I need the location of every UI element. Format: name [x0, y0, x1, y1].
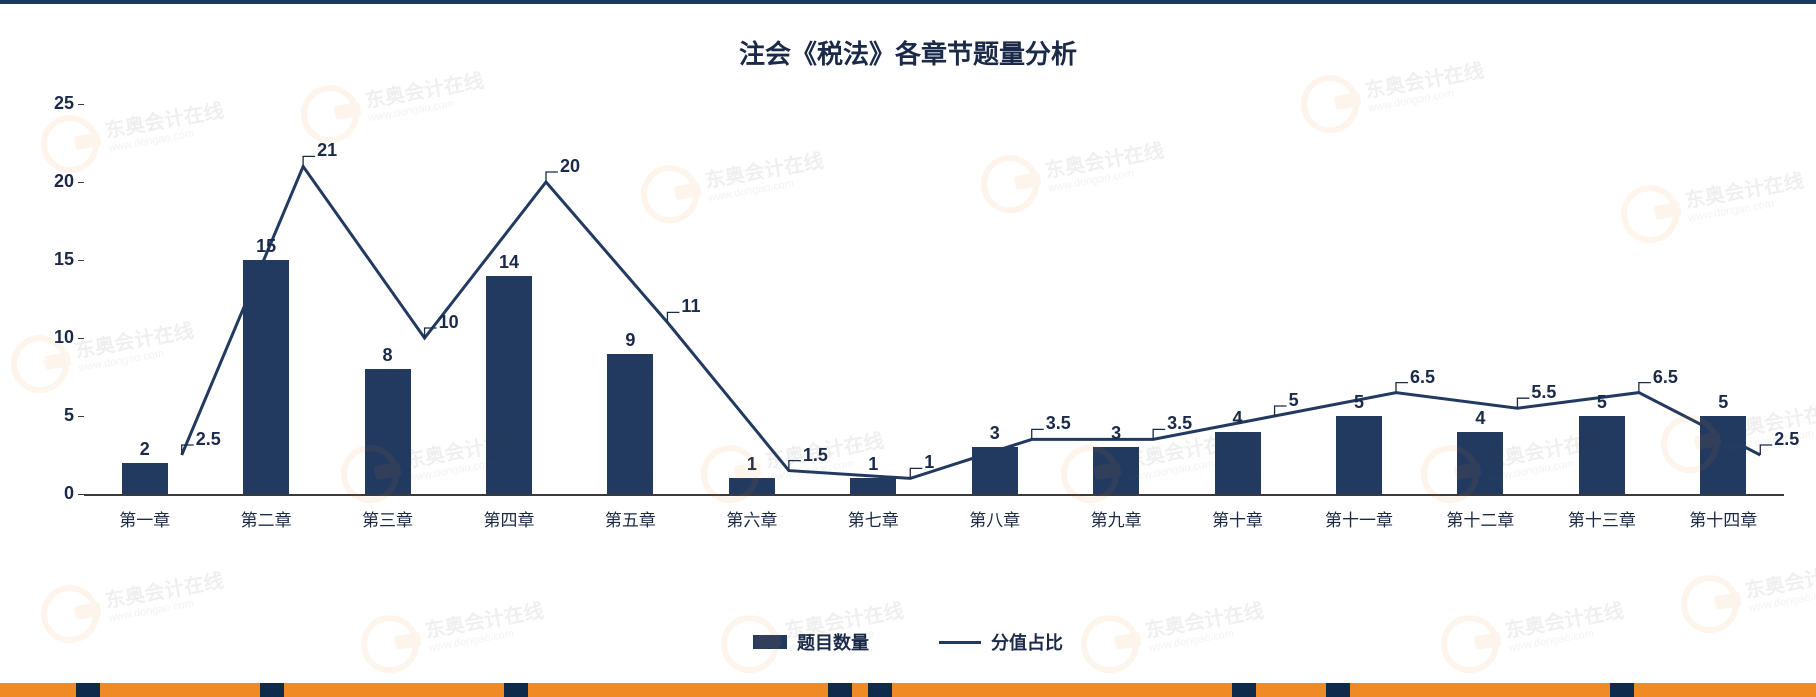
x-tick-label: 第五章 [575, 506, 685, 531]
bar-value-label: 3 [965, 423, 1025, 444]
chart-title: 注会《税法》各章节题量分析 [0, 34, 1816, 71]
x-tick-label: 第七章 [818, 506, 928, 531]
line-value-label: 5 [1289, 390, 1299, 411]
y-tick-mark [78, 416, 84, 417]
footer-segment [852, 683, 868, 697]
chart-frame: 注会《税法》各章节题量分析 05101520252第一章15第二章8第三章14第… [0, 0, 1816, 697]
footer-segment [868, 683, 892, 697]
bar-value-label: 9 [600, 330, 660, 351]
footer-segment [528, 683, 828, 697]
x-tick-label: 第四章 [454, 506, 564, 531]
bar [1215, 432, 1261, 494]
x-tick-label: 第十二章 [1425, 506, 1535, 531]
legend: 题目数量 分值占比 [0, 629, 1816, 655]
x-tick-label: 第十四章 [1668, 506, 1778, 531]
y-tick-label: 0 [34, 483, 74, 504]
y-tick-mark [78, 494, 84, 495]
y-tick-mark [78, 104, 84, 105]
bar [972, 447, 1018, 494]
line-value-label: 3.5 [1167, 413, 1192, 434]
footer-segment [284, 683, 504, 697]
x-tick-label: 第九章 [1061, 506, 1171, 531]
line-value-label: 11 [681, 296, 700, 317]
x-tick-label: 第十一章 [1304, 506, 1414, 531]
bar-value-label: 1 [722, 454, 782, 475]
bar-value-label: 8 [358, 345, 418, 366]
line-value-label: 1 [924, 452, 934, 473]
y-tick-label: 25 [34, 93, 74, 114]
bar-value-label: 1 [843, 454, 903, 475]
legend-item: 分值占比 [939, 629, 1063, 655]
bar [607, 354, 653, 494]
bar [1579, 416, 1625, 494]
bar-value-label: 14 [479, 252, 539, 273]
bar-value-label: 5 [1693, 392, 1753, 413]
line-value-label: 2.5 [1774, 429, 1799, 450]
bar [1336, 416, 1382, 494]
bar [850, 478, 896, 494]
footer-segment [1256, 683, 1326, 697]
footer-segment [1232, 683, 1256, 697]
footer-segment [892, 683, 1232, 697]
y-tick-label: 5 [34, 405, 74, 426]
bar-value-label: 4 [1450, 408, 1510, 429]
y-tick-label: 15 [34, 249, 74, 270]
bar-value-label: 5 [1329, 392, 1389, 413]
x-axis [84, 494, 1784, 496]
line-value-label: 20 [560, 156, 580, 177]
bar [243, 260, 289, 494]
bar [122, 463, 168, 494]
y-tick-mark [78, 260, 84, 261]
legend-label: 题目数量 [797, 629, 869, 655]
x-tick-label: 第六章 [697, 506, 807, 531]
legend-swatch-bar [753, 635, 787, 649]
line-value-label: 6.5 [1653, 367, 1678, 388]
watermark: 东奥会计在线www.dongao.com [1676, 548, 1816, 637]
line-value-label: 2.5 [196, 429, 221, 450]
bar-value-label: 15 [236, 236, 296, 257]
y-tick-mark [78, 182, 84, 183]
x-tick-label: 第二章 [211, 506, 321, 531]
line-value-label: 5.5 [1531, 382, 1556, 403]
legend-swatch-line [939, 641, 981, 644]
x-tick-label: 第十章 [1183, 506, 1293, 531]
footer-segment [1610, 683, 1634, 697]
line-value-label: 10 [439, 312, 459, 333]
footer-segment [1326, 683, 1350, 697]
line-series [84, 104, 1784, 494]
footer-segment [828, 683, 852, 697]
bar [1457, 432, 1503, 494]
footer-segment [100, 683, 260, 697]
bar [729, 478, 775, 494]
y-tick-label: 10 [34, 327, 74, 348]
footer-segment [260, 683, 284, 697]
legend-label: 分值占比 [991, 629, 1063, 655]
footer-segment [504, 683, 528, 697]
x-tick-label: 第一章 [90, 506, 200, 531]
plot-area: 05101520252第一章15第二章8第三章14第四章9第五章1第六章1第七章… [84, 104, 1784, 494]
y-tick-label: 20 [34, 171, 74, 192]
footer-segment [1350, 683, 1610, 697]
bar [365, 369, 411, 494]
x-tick-label: 第十三章 [1547, 506, 1657, 531]
line-value-label: 6.5 [1410, 367, 1435, 388]
x-tick-label: 第八章 [940, 506, 1050, 531]
line-value-label: 21 [317, 140, 337, 161]
bar [1093, 447, 1139, 494]
footer-segment [76, 683, 100, 697]
bar-value-label: 2 [115, 439, 175, 460]
bar-value-label: 5 [1572, 392, 1632, 413]
bar-value-label: 3 [1086, 423, 1146, 444]
legend-item: 题目数量 [753, 629, 869, 655]
line-value-label: 3.5 [1046, 413, 1071, 434]
bar [1700, 416, 1746, 494]
bar [486, 276, 532, 494]
line-value-label: 1.5 [803, 445, 828, 466]
y-tick-mark [78, 338, 84, 339]
x-tick-label: 第三章 [333, 506, 443, 531]
footer-segment [0, 683, 76, 697]
bar-value-label: 4 [1208, 408, 1268, 429]
footer-segment [1634, 683, 1816, 697]
